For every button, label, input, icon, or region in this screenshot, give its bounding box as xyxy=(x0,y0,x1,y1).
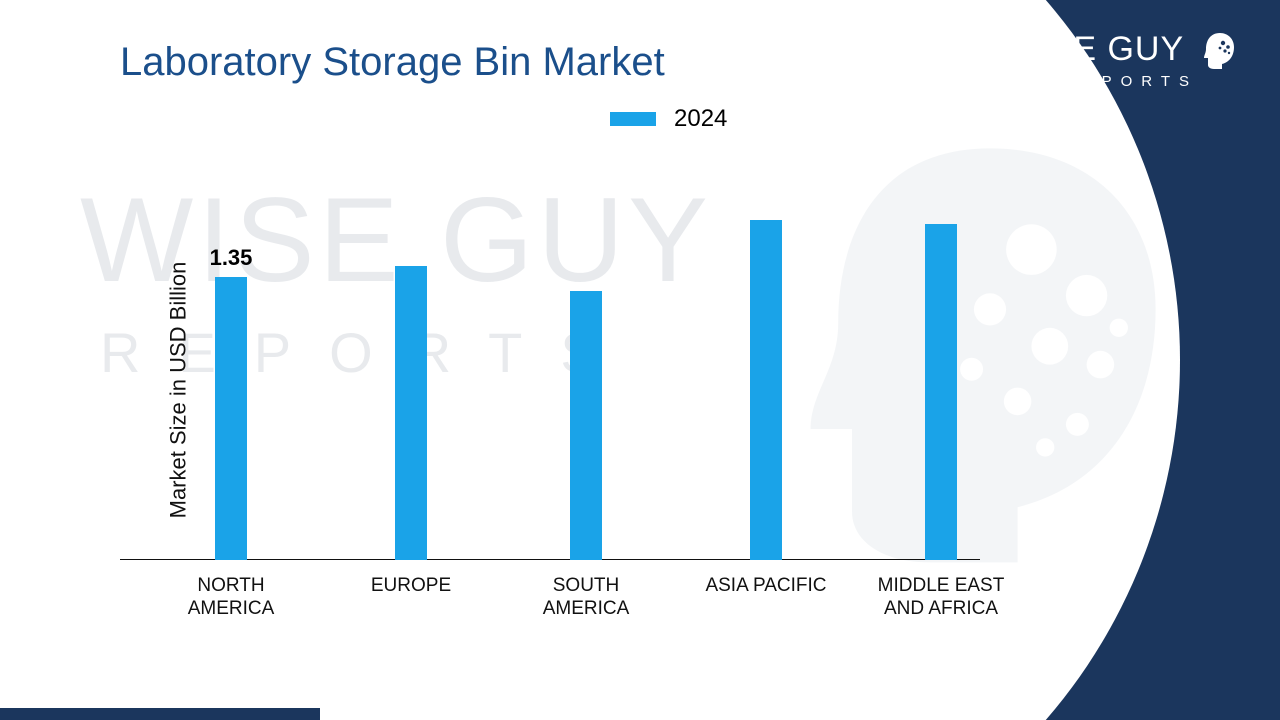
legend-label: 2024 xyxy=(674,105,727,133)
bar xyxy=(925,224,957,560)
brand-logo: WISE GUY REPORTS xyxy=(1006,30,1240,90)
legend-swatch xyxy=(610,112,656,126)
category-label: ASIA PACIFIC xyxy=(691,575,841,598)
category-label: MIDDLE EAST AND AFRICA xyxy=(866,575,1016,621)
plot-area: 1.35NORTH AMERICAEUROPESOUTH AMERICAASIA… xyxy=(120,140,980,560)
chart-title: Laboratory Storage Bin Market xyxy=(120,40,665,85)
category-label: NORTH AMERICA xyxy=(156,575,306,621)
legend: 2024 xyxy=(610,105,727,133)
ai-head-icon xyxy=(1200,31,1240,71)
brand-logo-main: WISE GUY xyxy=(1006,30,1240,71)
bar xyxy=(395,266,427,560)
x-axis-line xyxy=(120,559,980,560)
category-label: EUROPE xyxy=(336,575,486,598)
bar-chart: Market Size in USD Billion 1.35NORTH AME… xyxy=(60,130,980,650)
bar xyxy=(750,220,782,560)
category-label: SOUTH AMERICA xyxy=(511,575,661,621)
bar xyxy=(570,291,602,560)
bottom-accent-bar xyxy=(0,708,320,720)
brand-logo-text: WISE GUY xyxy=(1006,30,1183,68)
bar: 1.35 xyxy=(215,277,247,561)
bar-value-label: 1.35 xyxy=(210,245,253,271)
brand-logo-sub: REPORTS xyxy=(1006,73,1240,90)
